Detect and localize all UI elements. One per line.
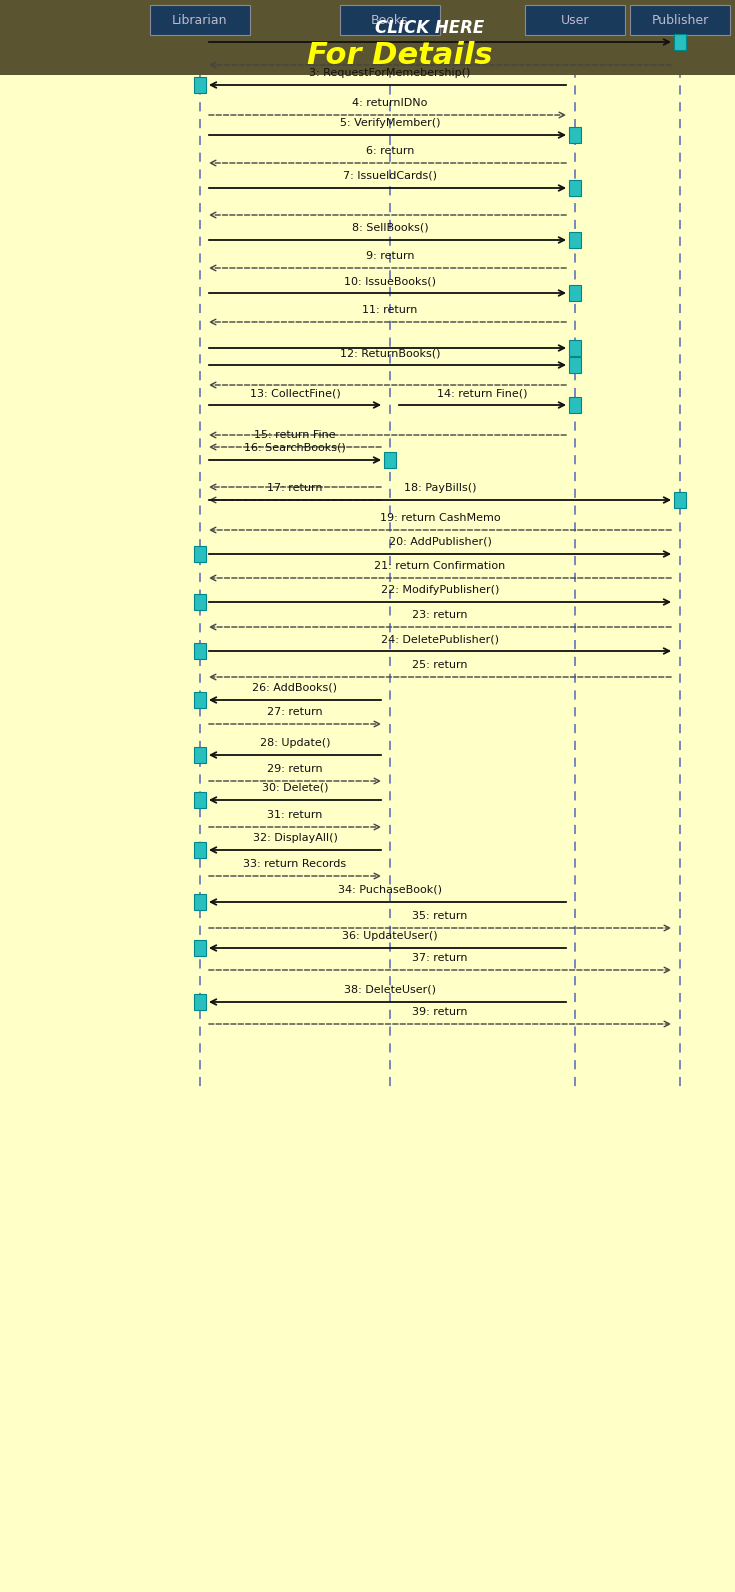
Text: 34: PuchaseBook(): 34: PuchaseBook() xyxy=(338,885,442,895)
Text: 10: IssueBooks(): 10: IssueBooks() xyxy=(344,275,436,287)
Text: CLICK HERE: CLICK HERE xyxy=(376,19,484,37)
Text: 27: return: 27: return xyxy=(268,707,323,716)
Bar xyxy=(569,396,581,412)
Bar xyxy=(194,594,206,610)
Text: 37: return: 37: return xyxy=(412,954,467,963)
Text: 16: SearchBooks(): 16: SearchBooks() xyxy=(244,443,346,454)
Bar xyxy=(674,33,686,49)
Text: 33: return Records: 33: return Records xyxy=(243,860,347,869)
Bar xyxy=(630,5,730,35)
Text: User: User xyxy=(561,13,589,27)
Text: 24: DeletePublisher(): 24: DeletePublisher() xyxy=(381,634,499,645)
Bar xyxy=(194,993,206,1009)
Text: 22: ModifyPublisher(): 22: ModifyPublisher() xyxy=(381,584,499,595)
Bar xyxy=(194,76,206,92)
Text: 7: IssueIdCards(): 7: IssueIdCards() xyxy=(343,170,437,181)
Bar xyxy=(0,0,735,75)
Text: 20: AddPublisher(): 20: AddPublisher() xyxy=(389,537,492,548)
Bar xyxy=(569,232,581,248)
Text: 29: return: 29: return xyxy=(268,764,323,774)
Text: 35: return: 35: return xyxy=(412,911,467,922)
Text: 9: return: 9: return xyxy=(366,252,415,261)
Bar xyxy=(194,693,206,708)
Text: 18: PayBills(): 18: PayBills() xyxy=(404,482,476,494)
Bar xyxy=(340,5,440,35)
Text: Books: Books xyxy=(371,13,409,27)
Bar xyxy=(194,546,206,562)
Text: 17: return: 17: return xyxy=(268,482,323,494)
Bar xyxy=(194,895,206,911)
Bar xyxy=(194,791,206,809)
Text: 30: Delete(): 30: Delete() xyxy=(262,783,329,793)
Text: 26: AddBooks(): 26: AddBooks() xyxy=(253,683,337,693)
Bar xyxy=(569,341,581,357)
Bar xyxy=(569,285,581,301)
Bar xyxy=(569,180,581,196)
Text: 38: DeleteUser(): 38: DeleteUser() xyxy=(344,985,436,995)
Text: 19: return CashMemo: 19: return CashMemo xyxy=(380,513,501,524)
Text: 23: return: 23: return xyxy=(412,610,467,619)
Bar xyxy=(194,939,206,957)
Bar xyxy=(569,357,581,373)
Bar xyxy=(194,643,206,659)
Bar xyxy=(194,842,206,858)
Text: 6: return: 6: return xyxy=(366,146,415,156)
Bar xyxy=(569,127,581,143)
Bar xyxy=(194,747,206,763)
Text: 4: returnIDNo: 4: returnIDNo xyxy=(352,99,428,108)
Text: 14: return Fine(): 14: return Fine() xyxy=(437,388,528,398)
Bar xyxy=(674,492,686,508)
Text: 25: return: 25: return xyxy=(412,661,467,670)
Bar xyxy=(150,5,250,35)
Text: 13: CollectFine(): 13: CollectFine() xyxy=(250,388,340,398)
Text: 39: return: 39: return xyxy=(412,1008,467,1017)
Text: 21: return Confirmation: 21: return Confirmation xyxy=(374,560,506,572)
Text: 31: return: 31: return xyxy=(268,810,323,820)
Bar xyxy=(525,5,625,35)
Text: 3: RequestForMemebership(): 3: RequestForMemebership() xyxy=(309,68,470,78)
Text: Publisher: Publisher xyxy=(651,13,709,27)
Text: 36: UpdateUser(): 36: UpdateUser() xyxy=(343,931,438,941)
Text: 5: VerifyMember(): 5: VerifyMember() xyxy=(340,118,440,127)
Text: 12: ReturnBooks(): 12: ReturnBooks() xyxy=(340,349,440,358)
Text: 11: return: 11: return xyxy=(362,306,417,315)
Text: For Details: For Details xyxy=(307,40,492,70)
Text: 8: SellBooks(): 8: SellBooks() xyxy=(351,223,429,232)
Bar xyxy=(384,452,396,468)
Text: 28: Update(): 28: Update() xyxy=(259,739,330,748)
Text: 15: return Fine: 15: return Fine xyxy=(254,430,336,439)
Text: Librarian: Librarian xyxy=(172,13,228,27)
Text: 32: DisplayAll(): 32: DisplayAll() xyxy=(253,833,337,844)
